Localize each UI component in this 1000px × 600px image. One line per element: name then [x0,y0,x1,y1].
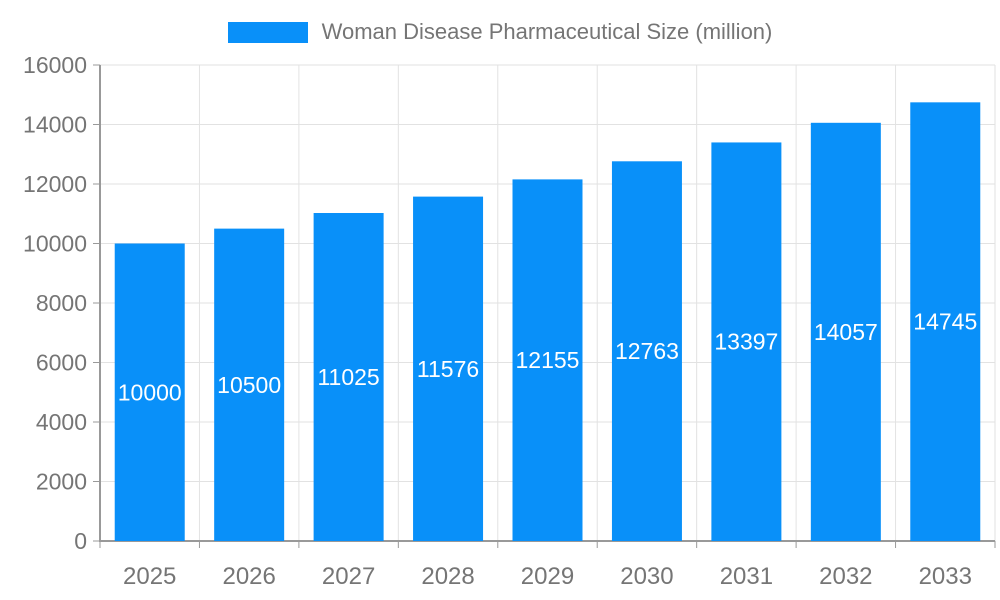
bar-value-label: 10000 [118,379,182,405]
x-axis-label: 2027 [322,563,375,590]
y-axis-label: 0 [74,528,87,554]
x-axis-label: 2032 [819,563,872,590]
bar-value-label: 14057 [814,319,878,345]
y-axis-label: 12000 [23,171,87,197]
bar-2027[interactable] [313,213,384,541]
bar-value-label: 13397 [714,329,778,355]
legend[interactable]: Woman Disease Pharmaceutical Size (milli… [0,19,1000,44]
bar-2026[interactable] [214,228,285,541]
x-axis-label: 2028 [421,563,474,590]
y-axis-label: 4000 [36,409,87,435]
bar-2030[interactable] [611,161,682,541]
legend-swatch [227,21,308,43]
y-axis-label: 2000 [36,469,87,495]
bar-2028[interactable] [413,196,484,541]
bar-2032[interactable] [810,122,881,541]
x-axis-label: 2029 [521,563,574,590]
bar-2029[interactable] [512,179,583,542]
bar-value-label: 12155 [516,347,580,373]
y-axis-label: 6000 [36,350,87,376]
x-axis-label: 2025 [123,563,176,590]
bar-value-label: 11025 [317,364,379,390]
bar-value-label: 12763 [615,338,679,364]
bar-2031[interactable] [711,142,782,541]
y-axis-label: 14000 [23,112,87,138]
y-axis-label: 16000 [23,52,87,78]
y-axis-label: 10000 [23,231,87,257]
x-axis-label: 2026 [222,563,275,590]
x-axis-label: 2030 [620,563,673,590]
bar-value-label: 14745 [913,309,977,335]
x-axis-label: 2031 [720,563,773,590]
bar-value-label: 11576 [417,356,479,382]
bar-2033[interactable] [910,102,981,542]
bar-2025[interactable] [114,243,185,542]
x-axis-label: 2033 [919,563,972,590]
y-axis-label: 8000 [36,290,87,316]
bar-value-label: 10500 [217,372,281,398]
legend-label: Woman Disease Pharmaceutical Size (milli… [321,19,773,44]
